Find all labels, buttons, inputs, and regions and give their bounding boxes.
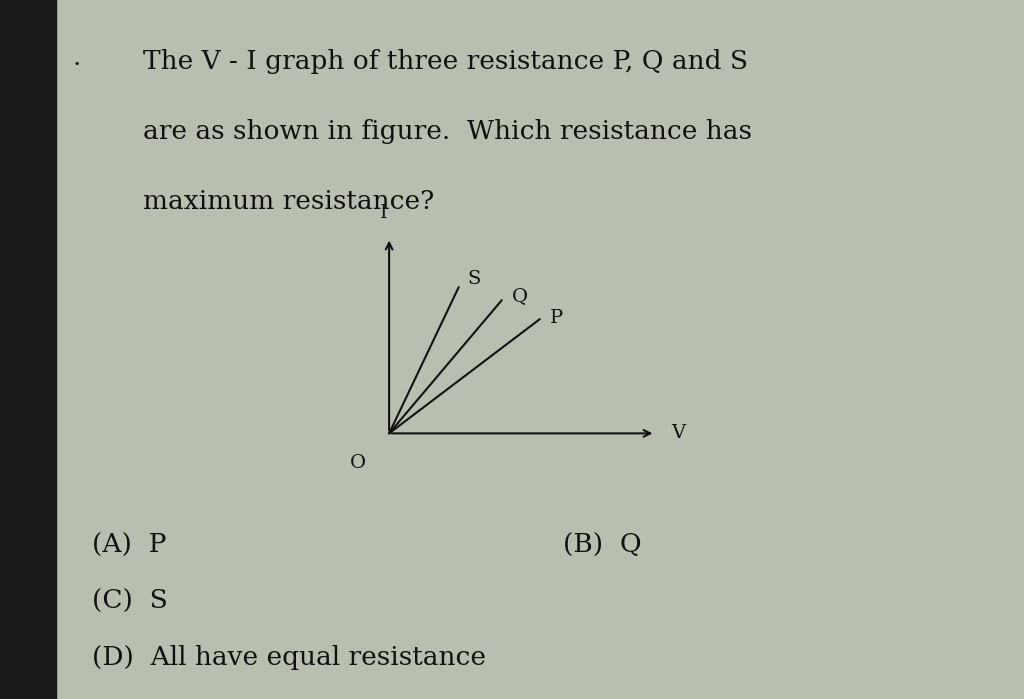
Text: S: S xyxy=(467,270,480,288)
Text: (A)  P: (A) P xyxy=(92,533,167,558)
Text: (C)  S: (C) S xyxy=(92,589,168,614)
Text: maximum resistance?: maximum resistance? xyxy=(143,189,434,214)
Text: (D)  All have equal resistance: (D) All have equal resistance xyxy=(92,644,486,670)
Text: The V - I graph of three resistance P, Q and S: The V - I graph of three resistance P, Q… xyxy=(143,49,749,74)
Text: I: I xyxy=(380,204,388,222)
Text: (B)  Q: (B) Q xyxy=(563,533,642,558)
Text: V: V xyxy=(671,424,685,442)
Text: P: P xyxy=(550,309,563,326)
Text: Q: Q xyxy=(512,287,528,305)
Text: .: . xyxy=(73,45,81,71)
Bar xyxy=(0,0,56,699)
Text: O: O xyxy=(350,454,367,473)
Text: are as shown in figure.  Which resistance has: are as shown in figure. Which resistance… xyxy=(143,119,753,144)
